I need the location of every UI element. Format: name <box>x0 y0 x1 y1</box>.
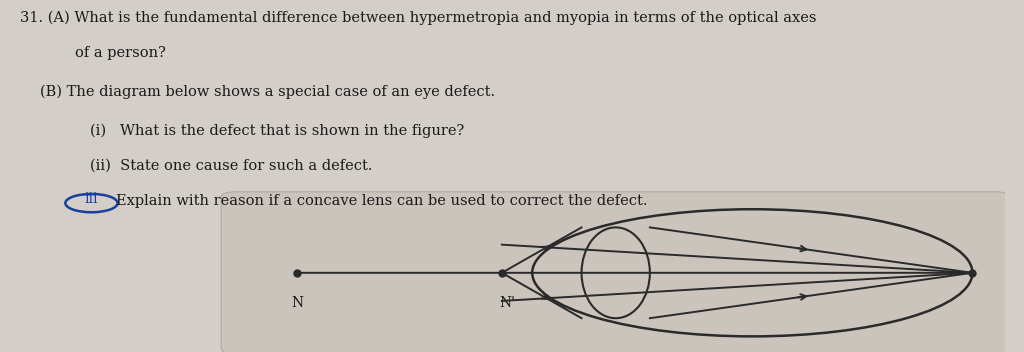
Text: 31. (A) What is the fundamental difference between hypermetropia and myopia in t: 31. (A) What is the fundamental differen… <box>20 11 816 25</box>
Text: (B) The diagram below shows a special case of an eye defect.: (B) The diagram below shows a special ca… <box>40 84 496 99</box>
FancyBboxPatch shape <box>221 192 1011 352</box>
Text: of a person?: of a person? <box>76 46 166 60</box>
Text: (i)   What is the defect that is shown in the figure?: (i) What is the defect that is shown in … <box>90 123 465 138</box>
Text: N: N <box>291 296 303 310</box>
Text: N': N' <box>499 296 515 310</box>
Text: (ii)  State one cause for such a defect.: (ii) State one cause for such a defect. <box>90 158 373 172</box>
Text: Explain with reason if a concave lens can be used to correct the defect.: Explain with reason if a concave lens ca… <box>116 194 647 208</box>
Text: iii: iii <box>85 192 98 206</box>
